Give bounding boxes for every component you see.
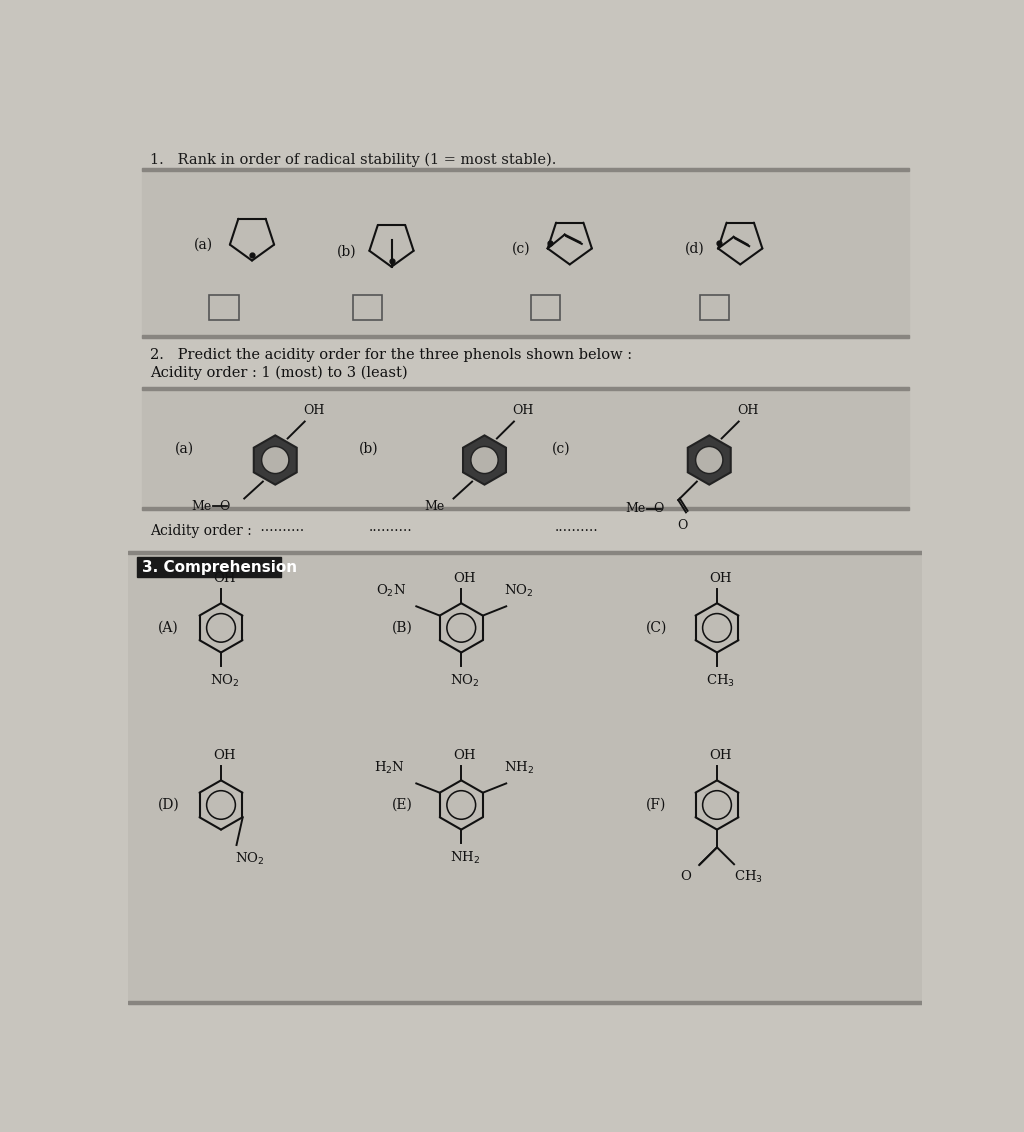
Bar — [137, 557, 281, 577]
Text: Me: Me — [424, 500, 444, 513]
Text: Me: Me — [191, 500, 212, 513]
Text: NO$_2$: NO$_2$ — [210, 672, 240, 688]
Text: OH: OH — [213, 749, 236, 762]
Bar — [142, 169, 909, 337]
Text: (D): (D) — [158, 798, 179, 812]
Text: OH: OH — [303, 404, 325, 417]
Text: 2.   Predict the acidity order for the three phenols shown below :: 2. Predict the acidity order for the thr… — [150, 349, 632, 362]
Text: O$_2$N: O$_2$N — [376, 583, 407, 599]
Text: ··········: ·········· — [369, 524, 412, 538]
Text: Acidity order :  ··········: Acidity order : ·········· — [150, 524, 304, 538]
Text: CH$_3$: CH$_3$ — [707, 672, 735, 688]
Text: O: O — [680, 871, 690, 883]
Bar — [142, 387, 909, 389]
Text: (a): (a) — [174, 441, 194, 455]
Bar — [128, 551, 922, 554]
Text: OH: OH — [710, 749, 732, 762]
Text: NO$_2$: NO$_2$ — [451, 672, 480, 688]
Text: (A): (A) — [158, 620, 178, 635]
Text: (E): (E) — [391, 798, 413, 812]
Text: OH: OH — [710, 572, 732, 585]
Polygon shape — [463, 436, 506, 484]
Bar — [128, 1001, 922, 1004]
Bar — [352, 295, 382, 320]
Text: H$_2$N: H$_2$N — [375, 760, 406, 775]
Text: (b): (b) — [337, 245, 357, 258]
Text: (d): (d) — [684, 242, 705, 256]
Bar — [128, 551, 922, 1004]
Text: O: O — [219, 500, 229, 513]
Text: ··········: ·········· — [554, 524, 598, 538]
Text: OH: OH — [213, 572, 236, 585]
Text: NH$_2$: NH$_2$ — [504, 760, 535, 775]
Bar — [142, 169, 909, 171]
Text: O: O — [677, 518, 687, 532]
Circle shape — [471, 446, 498, 473]
Text: NO$_2$: NO$_2$ — [234, 851, 264, 867]
Text: (a): (a) — [194, 238, 213, 252]
Polygon shape — [688, 436, 731, 484]
Text: NH$_2$: NH$_2$ — [451, 850, 480, 866]
Bar — [142, 387, 909, 511]
Polygon shape — [254, 436, 297, 484]
Text: (c): (c) — [552, 441, 570, 455]
Circle shape — [261, 446, 289, 473]
Text: OH: OH — [454, 749, 476, 762]
Bar — [142, 334, 909, 337]
Text: (C): (C) — [646, 620, 667, 635]
Bar — [700, 295, 729, 320]
Bar — [531, 295, 560, 320]
Text: (B): (B) — [391, 620, 413, 635]
Text: Acidity order : 1 (most) to 3 (least): Acidity order : 1 (most) to 3 (least) — [150, 366, 408, 379]
Text: 3. Comprehension: 3. Comprehension — [142, 559, 297, 575]
Text: CH$_3$: CH$_3$ — [734, 869, 763, 885]
Text: OH: OH — [512, 404, 534, 417]
Text: NO$_2$: NO$_2$ — [504, 583, 534, 599]
Text: O: O — [653, 501, 664, 515]
Text: OH: OH — [454, 572, 476, 585]
Text: OH: OH — [737, 404, 759, 417]
Text: Me: Me — [626, 501, 646, 515]
Text: (b): (b) — [359, 441, 379, 455]
Text: 1.   Rank in order of radical stability (1 = most stable).: 1. Rank in order of radical stability (1… — [150, 153, 556, 168]
Text: (c): (c) — [512, 242, 530, 256]
Circle shape — [695, 446, 723, 473]
Bar — [142, 507, 909, 511]
Text: (F): (F) — [646, 798, 666, 812]
Bar — [209, 295, 239, 320]
